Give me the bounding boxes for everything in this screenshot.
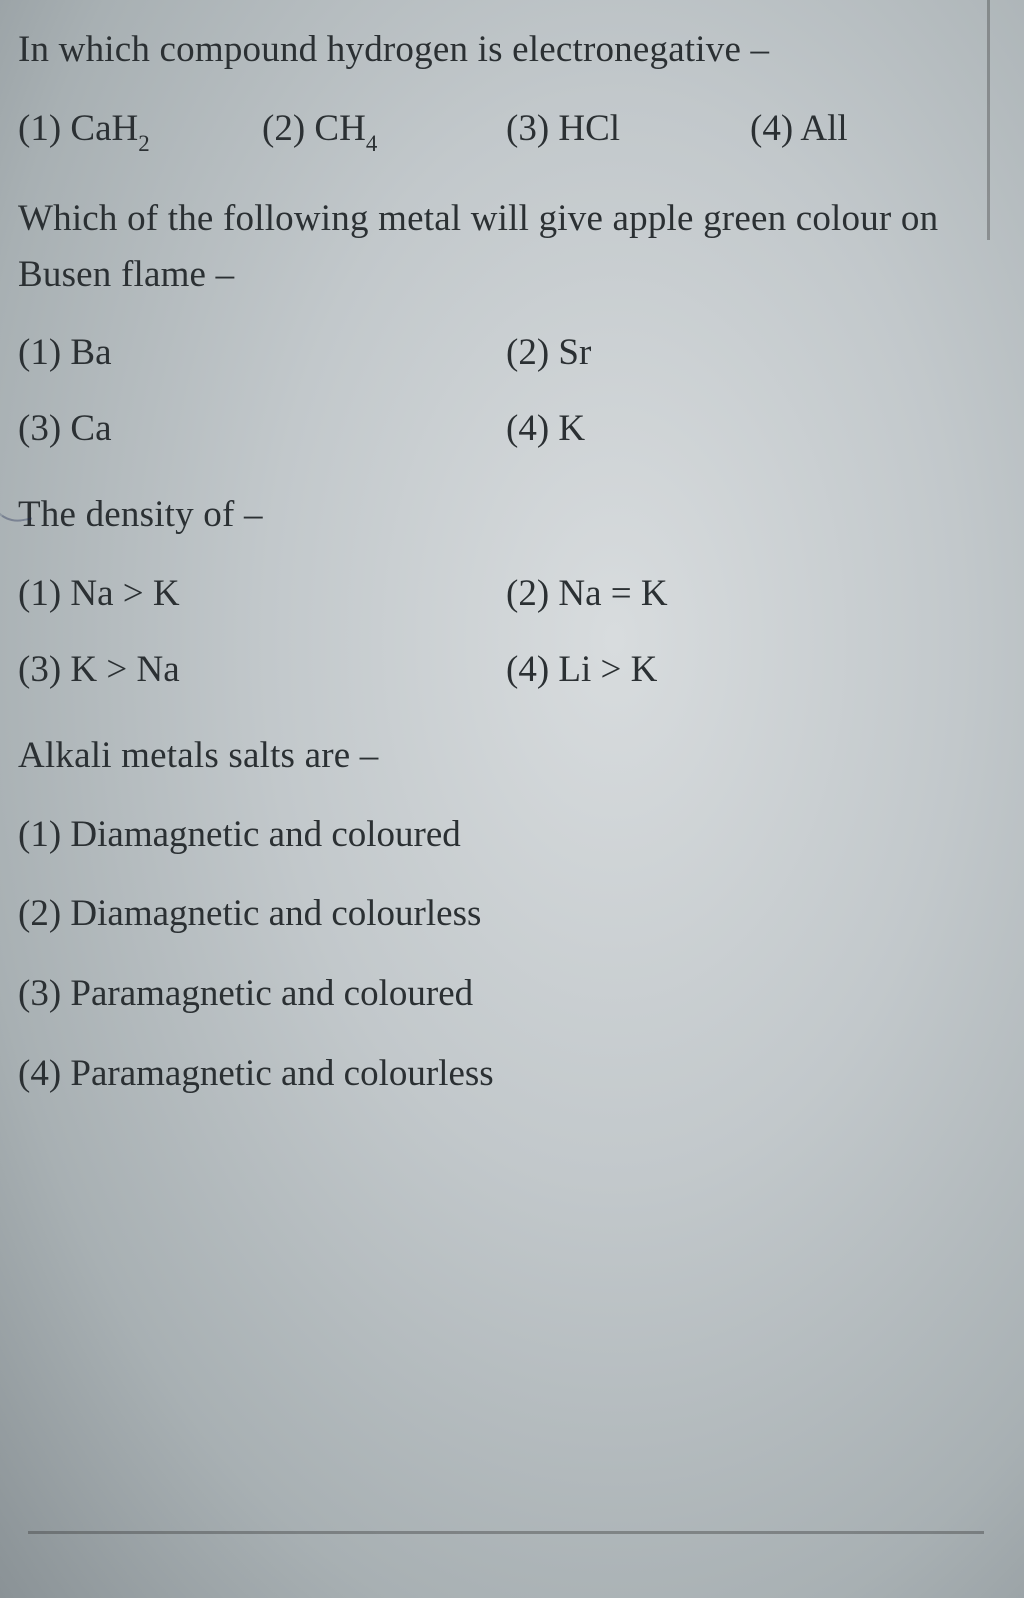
option-2: (2) Sr xyxy=(506,326,994,380)
option-3: (3) HCl xyxy=(506,102,750,158)
option-3: (3) K > Na xyxy=(18,643,506,697)
option-1: (1) CaH2 xyxy=(18,102,262,158)
question-stem: The density of – xyxy=(18,487,994,543)
option-2: (2) Na = K xyxy=(506,567,994,621)
option-1: (1) Diamagnetic and coloured xyxy=(18,808,994,862)
question-4: Alkali metals salts are – (1) Diamagneti… xyxy=(18,728,994,1100)
question-stem: Which of the following metal will give a… xyxy=(18,191,994,302)
option-2: (2) CH4 xyxy=(262,102,506,158)
options-row: (1) CaH2 (2) CH4 (3) HCl (4) All xyxy=(18,102,994,180)
option-2: (2) Diamagnetic and colourless xyxy=(18,887,994,941)
page-surface: In which compound hydrogen is electroneg… xyxy=(0,0,1024,1598)
option-4: (4) Paramagnetic and colourless xyxy=(18,1047,994,1101)
option-4: (4) All xyxy=(750,102,994,158)
option-3: (3) Paramagnetic and coloured xyxy=(18,967,994,1021)
question-stem: Alkali metals salts are – xyxy=(18,728,994,784)
options-column: (1) Diamagnetic and coloured (2) Diamagn… xyxy=(18,808,994,1101)
question-3: The density of – (1) Na > K (2) Na = K (… xyxy=(18,487,994,718)
option-1: (1) Na > K xyxy=(18,567,506,621)
question-stem: In which compound hydrogen is electroneg… xyxy=(18,22,994,78)
bottom-rule xyxy=(28,1531,984,1534)
option-3: (3) Ca xyxy=(18,402,506,456)
options-row: (1) Ba (2) Sr (3) Ca (4) K xyxy=(18,326,994,477)
option-1: (1) Ba xyxy=(18,326,506,380)
right-margin-rule xyxy=(987,0,990,240)
option-4: (4) Li > K xyxy=(506,643,994,697)
question-2: Which of the following metal will give a… xyxy=(18,191,994,477)
options-row: (1) Na > K (2) Na = K (3) K > Na (4) Li … xyxy=(18,567,994,718)
option-4: (4) K xyxy=(506,402,994,456)
question-1: In which compound hydrogen is electroneg… xyxy=(18,22,994,179)
